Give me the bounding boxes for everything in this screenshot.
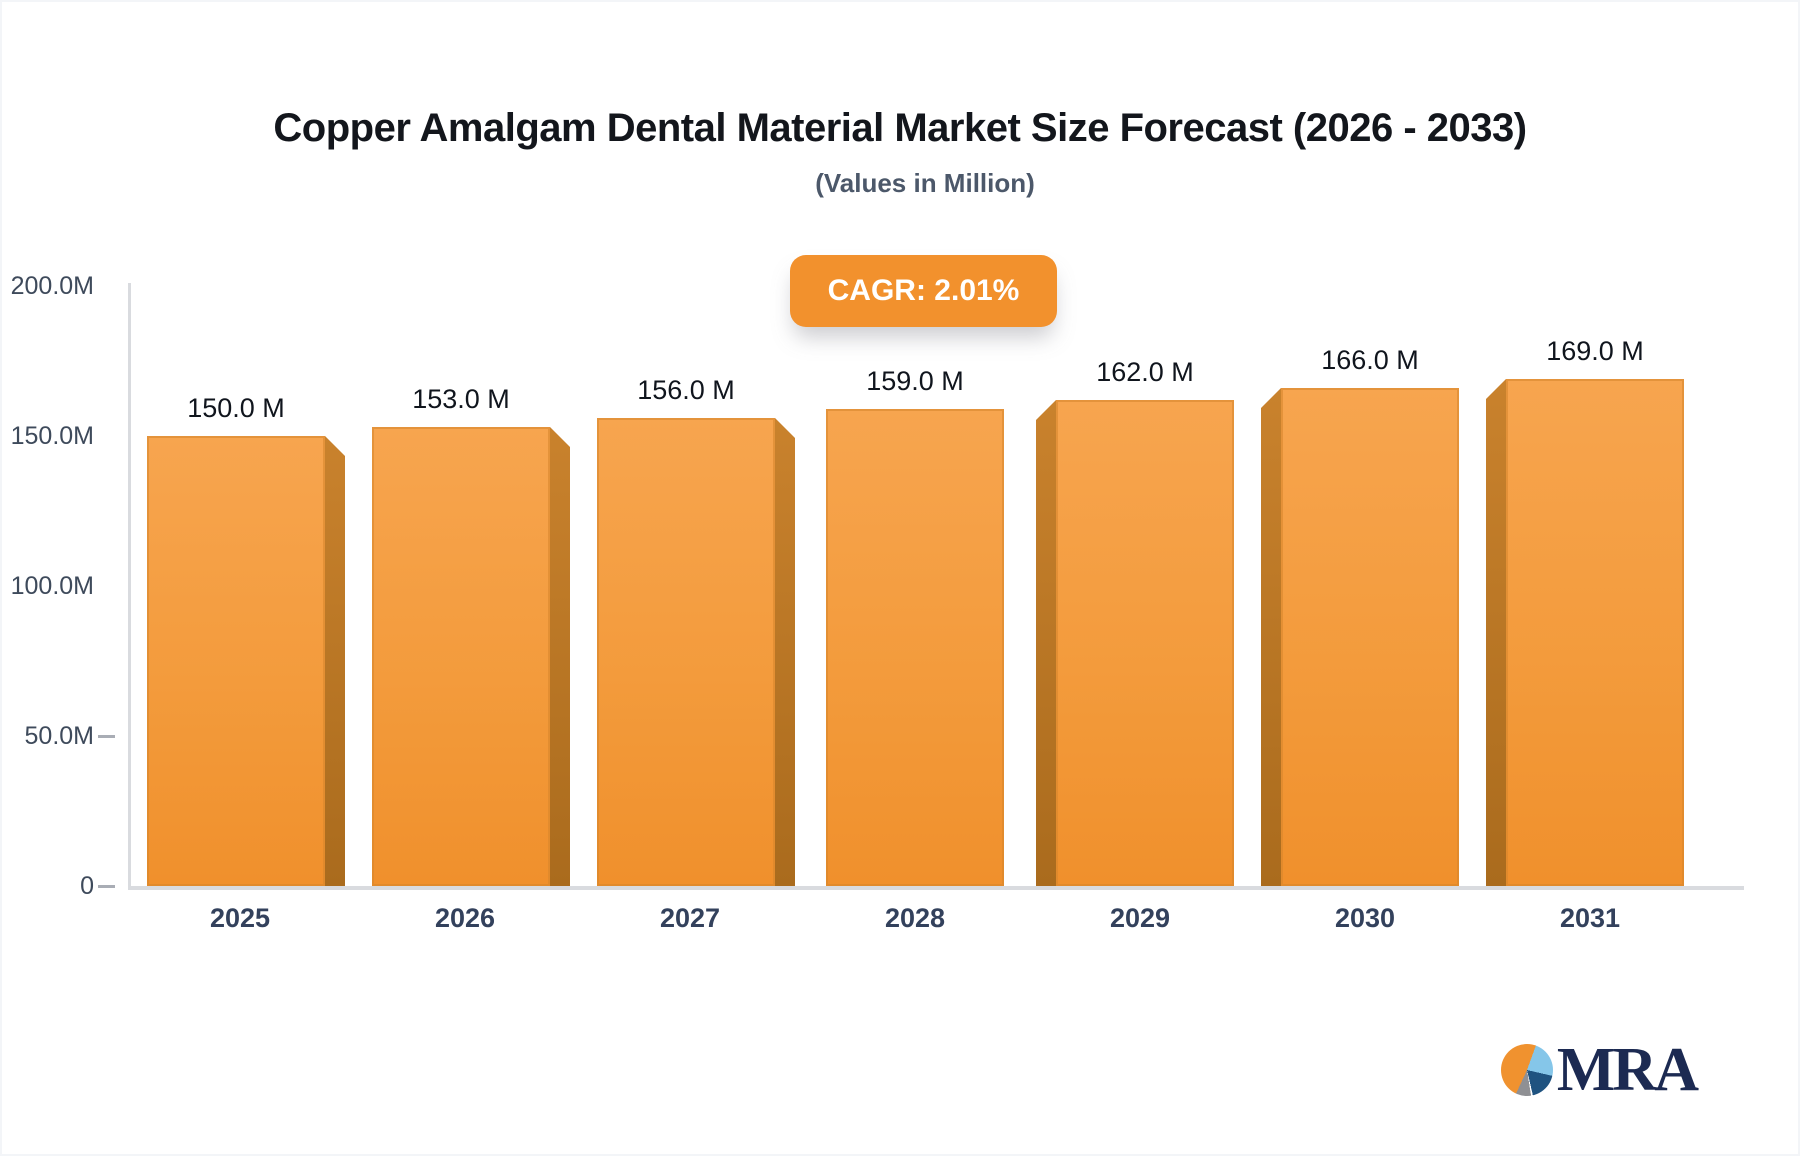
x-axis-tick-label: 2026 (434, 903, 496, 933)
bar (147, 436, 325, 886)
bar-value-label: 156.0 M (637, 375, 735, 405)
bar (826, 409, 1004, 886)
bar-side-face (1261, 388, 1281, 886)
y-axis-tick-label: 200.0M (10, 272, 94, 300)
x-axis-tick-label: 2031 (1559, 903, 1621, 933)
chart-title: Copper Amalgam Dental Material Market Si… (273, 106, 1527, 150)
y-axis-tick-label: 150.0M (10, 422, 94, 450)
y-axis-tick-label: 0 (80, 872, 94, 900)
cagr-badge: CAGR: 2.01% (790, 255, 1057, 327)
y-axis-tick-label: 100.0M (10, 572, 94, 600)
x-axis-tick-label: 2030 (1334, 903, 1396, 933)
bar-value-label: 153.0 M (412, 384, 510, 414)
x-axis-line (128, 886, 1744, 890)
bar-value-label: 166.0 M (1321, 345, 1419, 375)
brand-logo-text: MRA (1556, 1036, 1699, 1104)
x-axis-tick-label: 2025 (209, 903, 271, 933)
bar-side-face (1486, 379, 1506, 886)
bar (1281, 388, 1459, 886)
x-axis-tick-label: 2027 (659, 903, 721, 933)
bar-value-label: 150.0 M (187, 393, 285, 423)
y-axis-tick-mark (98, 885, 115, 888)
bar (1506, 379, 1684, 886)
bar-side-face (1036, 400, 1056, 886)
y-axis-line (128, 283, 131, 890)
bar (1056, 400, 1234, 886)
bar (372, 427, 550, 886)
y-axis-tick-label: 50.0M (24, 722, 94, 750)
chart-subtitle: (Values in Million) (815, 168, 1035, 198)
bar-side-face (775, 418, 795, 886)
bar-side-face (325, 436, 345, 886)
bar-value-label: 169.0 M (1546, 336, 1644, 366)
x-axis-tick-label: 2028 (884, 903, 946, 933)
pie-chart-logo-icon (1500, 1044, 1553, 1096)
bar-value-label: 162.0 M (1096, 357, 1194, 387)
bar-value-label: 159.0 M (866, 366, 964, 396)
brand-logo: MRA (1500, 1036, 1699, 1104)
x-axis-tick-label: 2029 (1109, 903, 1171, 933)
bar-side-face (550, 427, 570, 886)
y-axis-tick-mark (98, 735, 115, 738)
bar (597, 418, 775, 886)
